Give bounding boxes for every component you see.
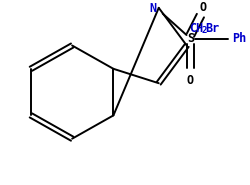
Text: O: O xyxy=(186,74,193,87)
Text: Ph: Ph xyxy=(231,32,246,45)
Text: O: O xyxy=(199,1,206,14)
Text: 2: 2 xyxy=(201,26,206,36)
Text: N: N xyxy=(148,2,156,15)
Text: S: S xyxy=(186,32,193,45)
Text: CH: CH xyxy=(188,21,202,35)
Text: Br: Br xyxy=(205,21,219,35)
